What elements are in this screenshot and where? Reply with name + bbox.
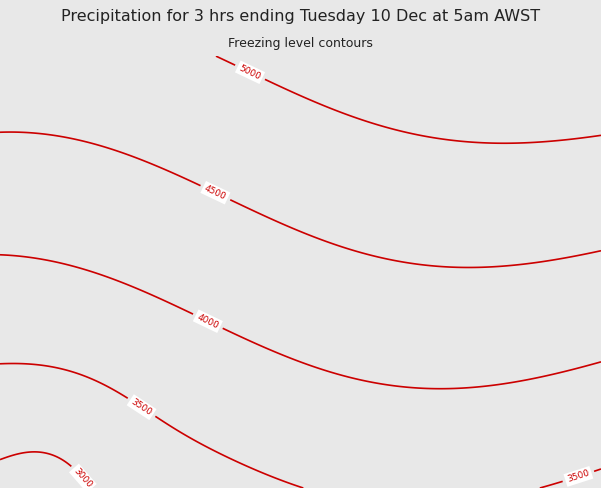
Text: 3000: 3000: [72, 467, 94, 488]
Text: Freezing level contours: Freezing level contours: [228, 37, 373, 50]
Text: 3500: 3500: [129, 397, 154, 417]
Text: 4000: 4000: [195, 312, 220, 330]
Text: Precipitation for 3 hrs ending Tuesday 10 Dec at 5am AWST: Precipitation for 3 hrs ending Tuesday 1…: [61, 9, 540, 24]
Text: 5000: 5000: [238, 63, 263, 81]
Text: 4500: 4500: [203, 183, 228, 202]
Text: 3500: 3500: [566, 468, 591, 484]
